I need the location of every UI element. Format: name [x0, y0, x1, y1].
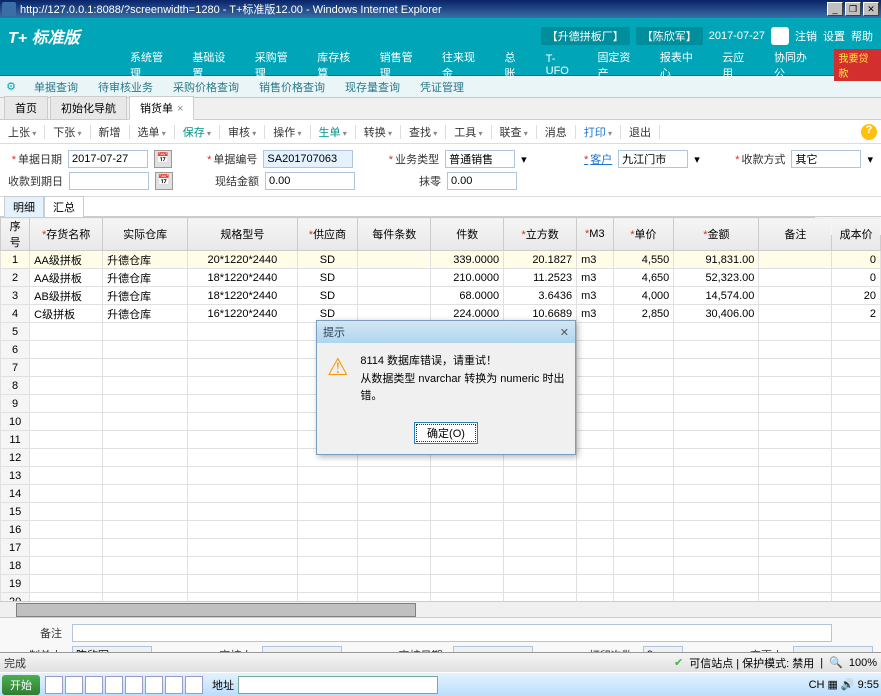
- alert-dialog: 提示 ✕ ⚠ 8114 数据库错误，请重试！ 从数据类型 nvarchar 转换…: [316, 320, 576, 455]
- dialog-message: 8114 数据库错误，请重试！ 从数据类型 nvarchar 转换为 numer…: [360, 353, 565, 406]
- dialog-mask: 提示 ✕ ⚠ 8114 数据库错误，请重试！ 从数据类型 nvarchar 转换…: [0, 0, 881, 696]
- dialog-close-icon[interactable]: ✕: [560, 326, 569, 339]
- dialog-titlebar[interactable]: 提示 ✕: [317, 321, 575, 343]
- dialog-title: 提示: [323, 324, 345, 340]
- warning-icon: ⚠: [327, 353, 352, 381]
- dialog-line2: 从数据类型 nvarchar 转换为 numeric 时出错。: [360, 371, 565, 406]
- dialog-line1: 8114 数据库错误，请重试！: [360, 353, 565, 371]
- dialog-ok-button[interactable]: 确定(O): [414, 422, 478, 444]
